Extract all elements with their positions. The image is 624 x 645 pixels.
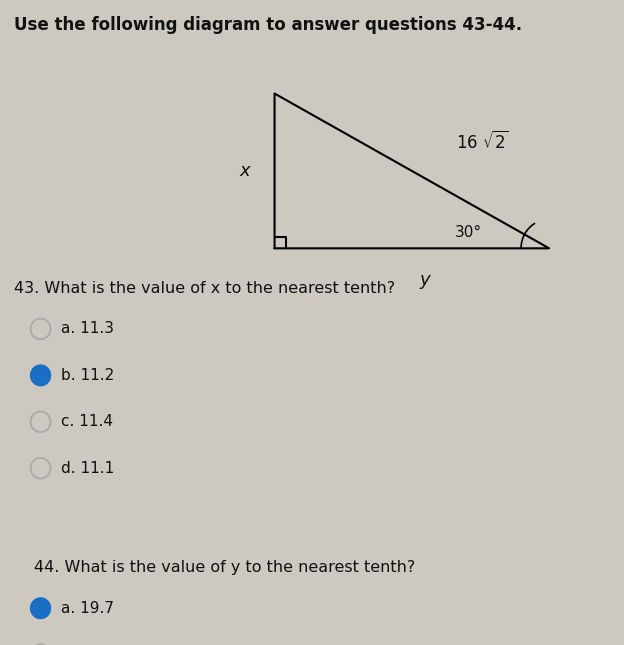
Text: a. 11.3: a. 11.3 xyxy=(61,321,114,337)
Text: 30°: 30° xyxy=(454,224,482,240)
Text: b. 11.2: b. 11.2 xyxy=(61,368,114,383)
Circle shape xyxy=(31,598,51,619)
Text: d. 11.1: d. 11.1 xyxy=(61,461,114,476)
Text: 44. What is the value of y to the nearest tenth?: 44. What is the value of y to the neares… xyxy=(34,560,416,575)
Text: y: y xyxy=(419,271,430,289)
Circle shape xyxy=(31,365,51,386)
Text: Use the following diagram to answer questions 43-44.: Use the following diagram to answer ques… xyxy=(14,16,522,34)
Text: a. 19.7: a. 19.7 xyxy=(61,600,114,616)
Text: c. 11.4: c. 11.4 xyxy=(61,414,113,430)
Text: 43. What is the value of x to the nearest tenth?: 43. What is the value of x to the neares… xyxy=(14,281,395,295)
Text: x: x xyxy=(239,162,250,180)
Text: $16\ \sqrt{2}$: $16\ \sqrt{2}$ xyxy=(456,131,509,153)
